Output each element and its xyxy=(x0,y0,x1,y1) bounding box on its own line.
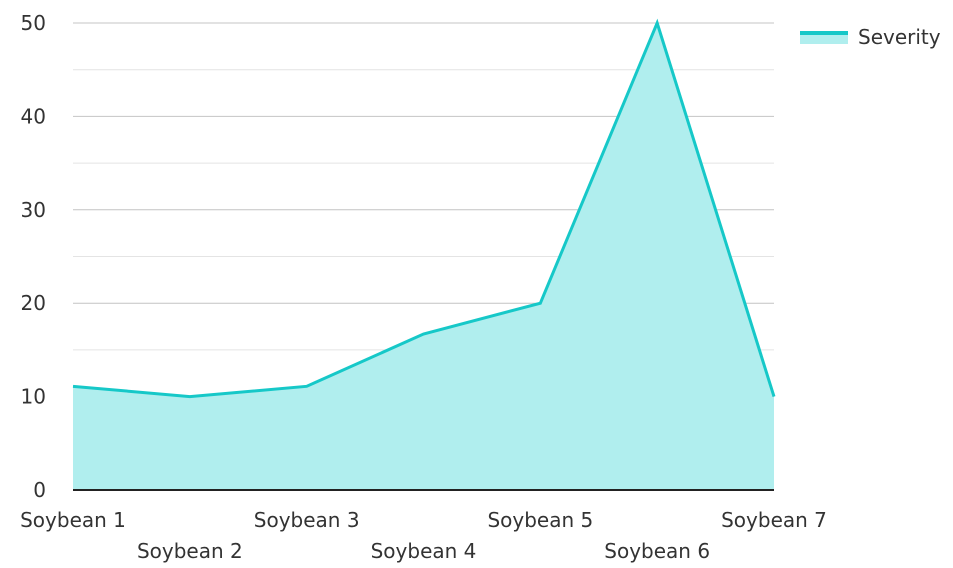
x-tick-label: Soybean 6 xyxy=(604,539,710,563)
y-tick-label: 40 xyxy=(21,104,46,128)
x-tick-label: Soybean 2 xyxy=(137,539,243,563)
legend-label-severity: Severity xyxy=(858,25,941,49)
y-tick-label: 50 xyxy=(21,11,46,35)
x-tick-label: Soybean 7 xyxy=(721,508,827,532)
y-axis-tick-labels: 0 10 20 30 40 50 xyxy=(21,11,46,502)
x-tick-label: Soybean 3 xyxy=(254,508,360,532)
legend-swatch xyxy=(800,30,848,44)
x-axis-tick-labels: Soybean 1 Soybean 2 Soybean 3 Soybean 4 Soyb… xyxy=(20,508,827,563)
y-tick-label: 0 xyxy=(33,478,46,502)
legend-swatch-fill xyxy=(800,34,848,44)
legend: Severity xyxy=(800,23,941,51)
y-tick-label: 10 xyxy=(21,385,46,409)
y-tick-label: 30 xyxy=(21,198,46,222)
x-tick-label: Soybean 5 xyxy=(487,508,593,532)
x-tick-label: Soybean 4 xyxy=(371,539,477,563)
legend-swatch-line xyxy=(800,31,848,35)
y-tick-label: 20 xyxy=(21,291,46,315)
x-tick-label: Soybean 1 xyxy=(20,508,126,532)
